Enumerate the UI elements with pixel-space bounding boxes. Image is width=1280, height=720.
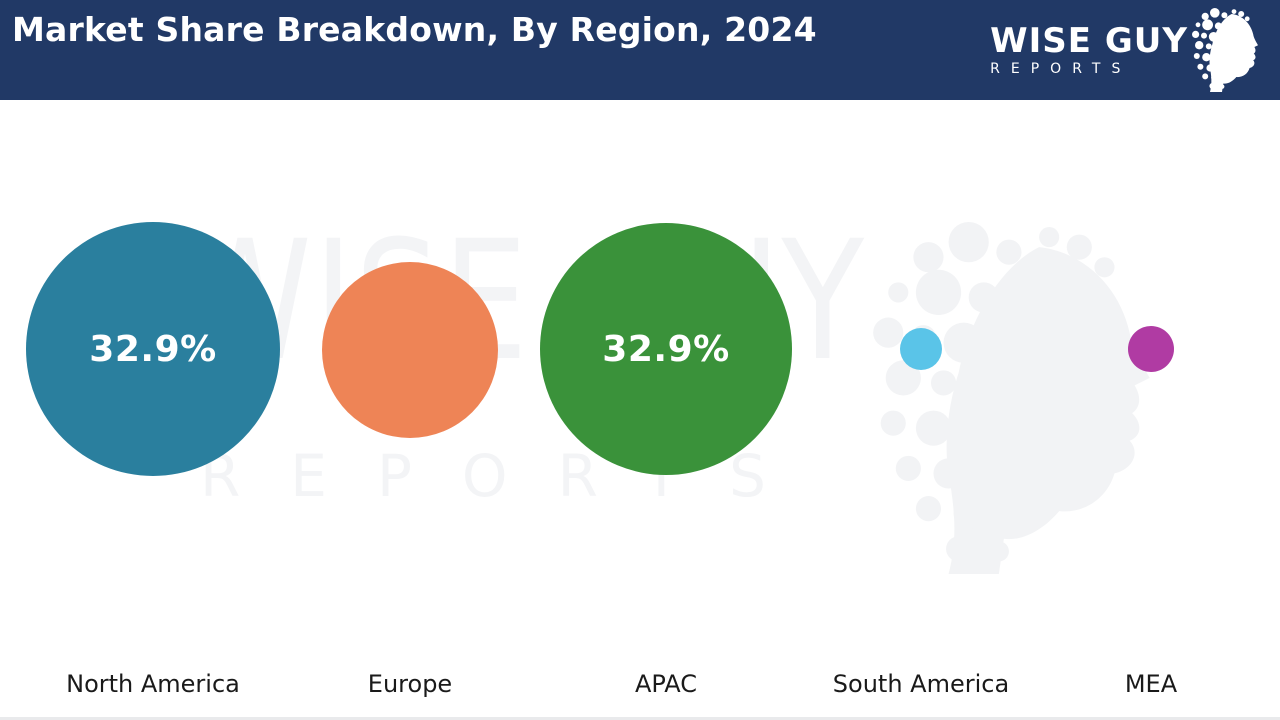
brand-logo: WISE GUY REPORTS [990,6,1264,94]
bubble-south-america [900,328,942,370]
category-label-north-america: North America [66,670,240,698]
bubble-europe [322,262,498,438]
category-label-south-america: South America [832,670,1010,698]
watermark-head-icon [873,222,1150,574]
header-bar: Market Share Breakdown, By Region, 2024 … [0,0,1280,100]
bubble-north-america: 32.9% [26,222,280,476]
logo-wordmark: WISE GUY [990,21,1188,61]
page-title: Market Share Breakdown, By Region, 2024 [12,10,817,49]
logo-head-icon [1192,8,1258,92]
bubble-apac: 32.9% [540,223,792,475]
bubble-value-label: 32.9% [602,328,730,370]
bottom-divider [0,717,1280,720]
category-label-apac: APAC [634,670,698,698]
bubble-mea [1128,326,1174,372]
logo-subtext: REPORTS [990,61,1132,77]
category-label-mea: MEA [1124,670,1178,698]
bubble-value-label: 32.9% [89,328,217,370]
category-label-europe: Europe [367,670,453,698]
